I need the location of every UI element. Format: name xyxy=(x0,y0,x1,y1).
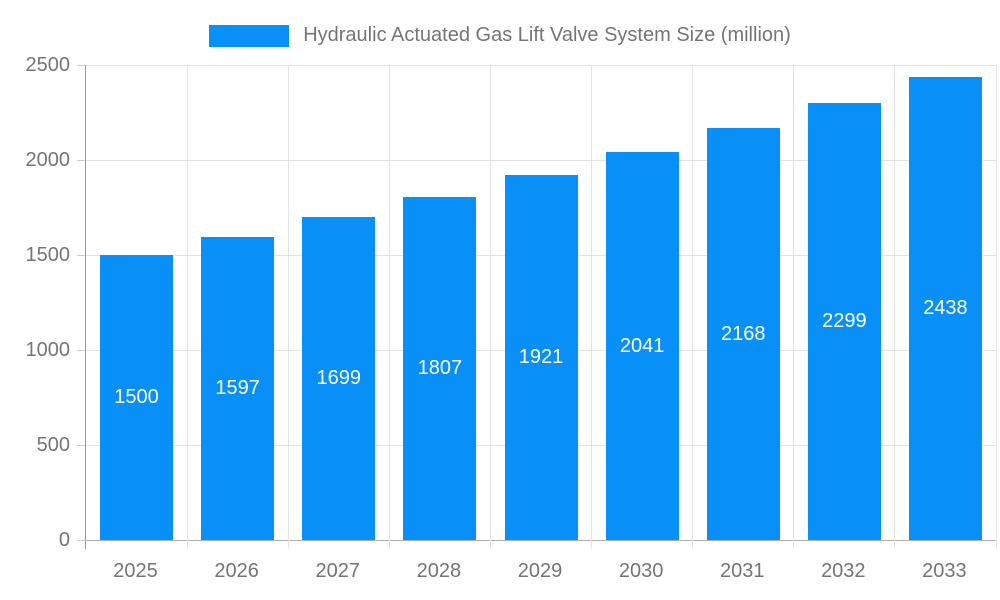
y-axis-tick xyxy=(77,539,85,541)
bar-2030[interactable]: 2041 xyxy=(605,152,679,540)
y-axis-label: 1500 xyxy=(25,244,71,266)
bar-value-label: 1699 xyxy=(316,367,362,390)
y-axis-tick xyxy=(77,64,85,66)
y-axis-tick xyxy=(77,349,85,351)
y-axis-label: 2000 xyxy=(25,149,71,171)
bar-value-label: 1597 xyxy=(215,376,260,399)
x-axis-label: 2030 xyxy=(618,560,664,582)
x-axis-label: 2027 xyxy=(315,560,361,582)
v-gridline xyxy=(995,65,997,549)
bar-value-label: 2041 xyxy=(619,334,665,357)
x-axis-label: 2026 xyxy=(214,560,259,582)
y-axis-label: 2500 xyxy=(25,54,71,76)
y-axis-label: 500 xyxy=(36,434,70,456)
x-axis-label: 2029 xyxy=(517,560,563,582)
bar-value-label: 2299 xyxy=(822,310,867,333)
h-gridline xyxy=(86,64,996,66)
v-gridline xyxy=(489,65,491,549)
y-axis-line-foot xyxy=(85,541,86,549)
bar-2032[interactable]: 2299 xyxy=(807,103,881,540)
plot-area: 1500 1597 1699 1807 1921 2041 2168 2299 2438 xyxy=(77,64,997,549)
v-gridline xyxy=(388,65,390,549)
v-gridline xyxy=(591,65,593,549)
bar-value-label: 1921 xyxy=(518,346,564,368)
h-gridline xyxy=(86,159,996,161)
y-axis-label: 0 xyxy=(58,529,70,551)
y-axis-tick xyxy=(77,159,85,161)
v-gridline xyxy=(793,65,795,549)
bar-2031[interactable]: 2168 xyxy=(706,128,780,540)
legend-swatch[interactable] xyxy=(209,24,290,47)
bar-value-label: 1807 xyxy=(417,356,463,379)
bar-2027[interactable]: 1699 xyxy=(302,217,376,540)
bar-2029[interactable]: 1921 xyxy=(504,175,578,540)
bar-value-label: 2168 xyxy=(720,322,766,345)
y-axis-label: 1000 xyxy=(25,339,71,361)
x-axis-label: 2032 xyxy=(821,560,866,582)
bar-2028[interactable]: 1807 xyxy=(403,196,477,540)
legend-label[interactable]: Hydraulic Actuated Gas Lift Valve System… xyxy=(303,24,791,46)
legend[interactable]: Hydraulic Actuated Gas Lift Valve System… xyxy=(0,24,1000,47)
x-axis-label: 2028 xyxy=(416,560,462,582)
bar-2033[interactable]: 2438 xyxy=(908,76,982,540)
bar-2026[interactable]: 1597 xyxy=(201,236,275,540)
y-axis-tick xyxy=(77,444,85,446)
x-axis-label: 2031 xyxy=(719,560,765,582)
v-gridline xyxy=(894,65,896,549)
v-gridline xyxy=(287,65,289,549)
bar-value-label: 2438 xyxy=(923,296,968,319)
v-gridline xyxy=(692,65,694,549)
v-gridline xyxy=(186,65,188,549)
x-axis-label: 2025 xyxy=(113,560,158,582)
bar-2025[interactable]: 1500 xyxy=(100,255,174,540)
bar-value-label: 1500 xyxy=(114,386,159,408)
x-axis-label: 2033 xyxy=(922,560,967,582)
y-axis-tick xyxy=(77,254,85,256)
